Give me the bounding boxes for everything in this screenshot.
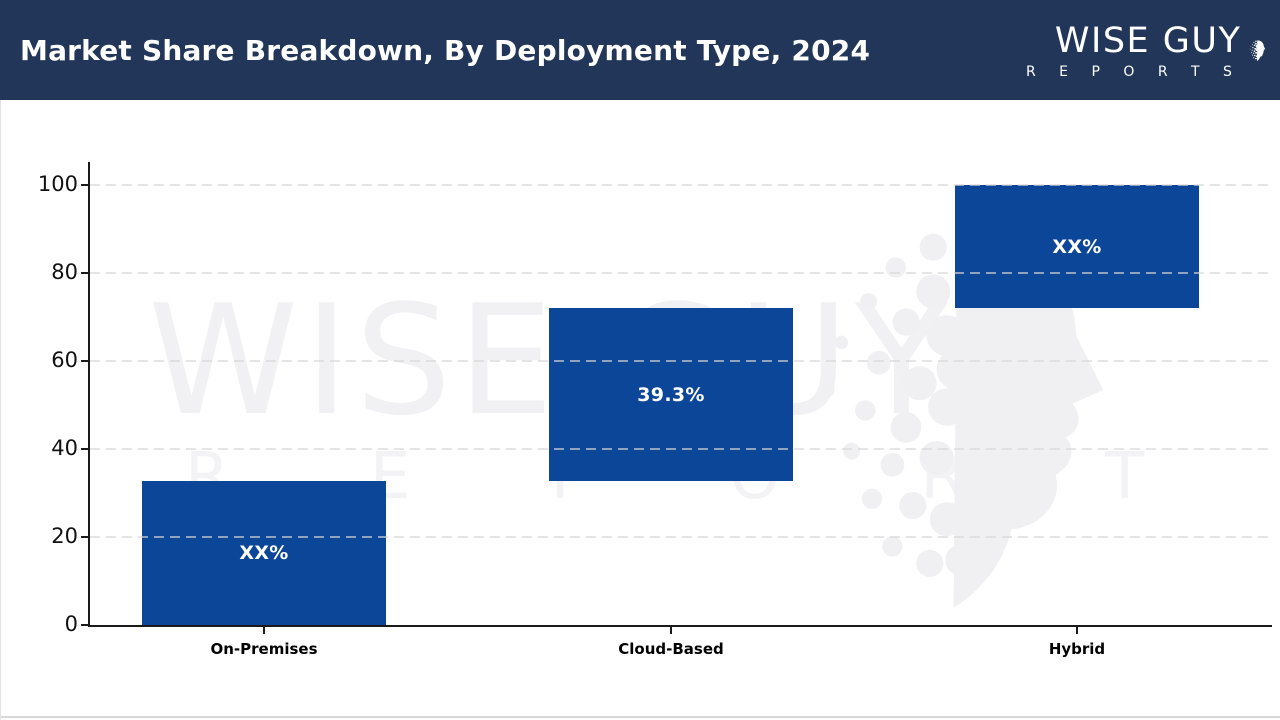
brand-logo: WISE GUY R E P O R T S <box>1026 8 1266 94</box>
chart-title: Market Share Breakdown, By Deployment Ty… <box>20 33 871 67</box>
y-tick-mark <box>81 624 88 626</box>
brand-subtitle: R E P O R T S <box>1026 63 1242 80</box>
x-axis-line <box>88 625 1272 627</box>
y-tick-label: 100 <box>37 172 78 196</box>
x-tick-mark <box>670 627 672 634</box>
gridline <box>90 448 1272 450</box>
brand-logo-text: WISE GUY R E P O R T S <box>1026 20 1242 80</box>
y-tick-mark <box>81 448 88 450</box>
brand-name: WISE GUY <box>1054 20 1242 61</box>
header-bar: Market Share Breakdown, By Deployment Ty… <box>0 0 1280 100</box>
y-tick-mark <box>81 272 88 274</box>
bar-on-premises: XX% <box>142 481 386 625</box>
y-tick-mark <box>81 536 88 538</box>
bottom-border <box>0 716 1280 718</box>
bar-value-label: 39.3% <box>637 383 705 406</box>
y-tick-mark <box>81 360 88 362</box>
category-label: Cloud-Based <box>618 640 724 658</box>
y-tick-label: 40 <box>51 436 78 460</box>
bar-value-label: XX% <box>1052 235 1102 258</box>
y-tick-label: 60 <box>51 348 78 372</box>
y-axis-line <box>88 162 90 627</box>
gridline <box>90 272 1272 274</box>
category-label: On-Premises <box>210 640 318 658</box>
bar-value-label: XX% <box>239 542 289 565</box>
y-tick-mark <box>81 184 88 186</box>
gridline <box>90 360 1272 362</box>
bar-cloud-based: 39.3% <box>549 308 793 482</box>
x-tick-mark <box>263 627 265 634</box>
y-tick-label: 0 <box>64 612 78 636</box>
y-tick-label: 80 <box>51 260 78 284</box>
bar-hybrid: XX% <box>955 185 1199 309</box>
gridline <box>90 536 1272 538</box>
y-tick-label: 20 <box>51 524 78 548</box>
x-tick-mark <box>1076 627 1078 634</box>
category-label: Hybrid <box>1048 640 1106 658</box>
left-border <box>0 100 1 720</box>
gridline <box>90 184 1272 186</box>
